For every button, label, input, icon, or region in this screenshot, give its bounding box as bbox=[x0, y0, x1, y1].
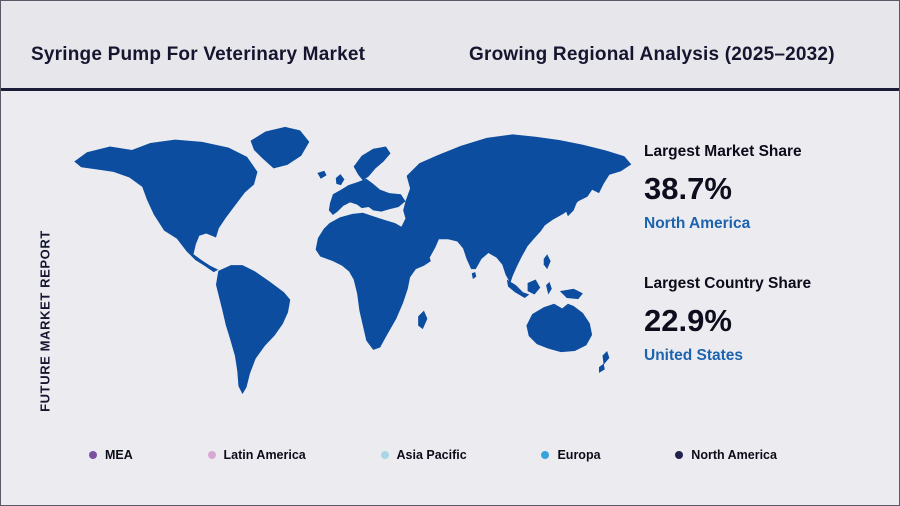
stat-label: Largest Market Share bbox=[644, 143, 802, 160]
analysis-title: Growing Regional Analysis (2025–2032) bbox=[469, 44, 835, 65]
legend: MEA Latin America Asia Pacific Europa No… bbox=[89, 448, 777, 462]
continent-north-america bbox=[74, 139, 258, 273]
stats-panel: Largest Market Share 38.7% North America… bbox=[644, 143, 884, 365]
legend-label: Europa bbox=[557, 448, 601, 462]
legend-item-latin-america: Latin America bbox=[207, 448, 306, 462]
legend-item-mea: MEA bbox=[89, 448, 133, 462]
header: Syringe Pump For Veterinary Market Growi… bbox=[1, 1, 899, 88]
legend-item-north-america: North America bbox=[675, 448, 777, 462]
brand-vertical-label: FUTURE MARKET REPORT bbox=[37, 230, 53, 412]
world-map-shape bbox=[74, 126, 632, 395]
island-japan bbox=[565, 194, 579, 217]
stat-region: United States bbox=[644, 347, 744, 364]
world-map bbox=[57, 95, 633, 433]
island-iceland bbox=[317, 170, 327, 179]
stat-region: North America bbox=[644, 215, 751, 232]
continent-australia bbox=[526, 303, 593, 353]
world-map-svg bbox=[74, 126, 632, 395]
island-sulawesi bbox=[546, 281, 552, 295]
legend-item-europa: Europa bbox=[541, 448, 601, 462]
legend-label: Asia Pacific bbox=[396, 448, 467, 462]
island-greenland bbox=[250, 126, 310, 169]
stat-value: 22.9% bbox=[644, 303, 732, 338]
legend-dot bbox=[380, 451, 389, 459]
continent-africa bbox=[315, 212, 431, 350]
island-borneo bbox=[527, 279, 541, 295]
stat-largest-market-share: Largest Market Share 38.7% North America bbox=[644, 143, 884, 233]
market-title: Syringe Pump For Veterinary Market bbox=[31, 44, 366, 65]
island-new-zealand bbox=[599, 350, 610, 373]
continent-asia bbox=[400, 134, 632, 284]
legend-label: MEA bbox=[105, 448, 133, 462]
legend-dot bbox=[675, 451, 684, 459]
island-madagascar bbox=[418, 310, 428, 330]
island-britain bbox=[335, 174, 345, 186]
stat-label: Largest Country Share bbox=[644, 275, 812, 292]
legend-label: Latin America bbox=[223, 448, 306, 462]
island-sri-lanka bbox=[471, 272, 477, 279]
legend-label: North America bbox=[691, 448, 777, 462]
legend-item-asia-pacific: Asia Pacific bbox=[380, 448, 467, 462]
continent-europe bbox=[328, 178, 406, 216]
legend-dot bbox=[541, 451, 550, 459]
island-philippines bbox=[543, 254, 551, 270]
island-sumatra-java bbox=[506, 279, 530, 298]
stat-value: 38.7% bbox=[644, 171, 732, 206]
continent-south-america bbox=[215, 265, 291, 395]
region-scandinavia bbox=[353, 146, 391, 181]
stat-largest-country-share: Largest Country Share 22.9% United State… bbox=[644, 275, 884, 365]
legend-dot bbox=[89, 451, 97, 459]
legend-dot bbox=[207, 451, 216, 459]
island-new-guinea bbox=[559, 288, 583, 300]
header-divider bbox=[1, 88, 899, 91]
